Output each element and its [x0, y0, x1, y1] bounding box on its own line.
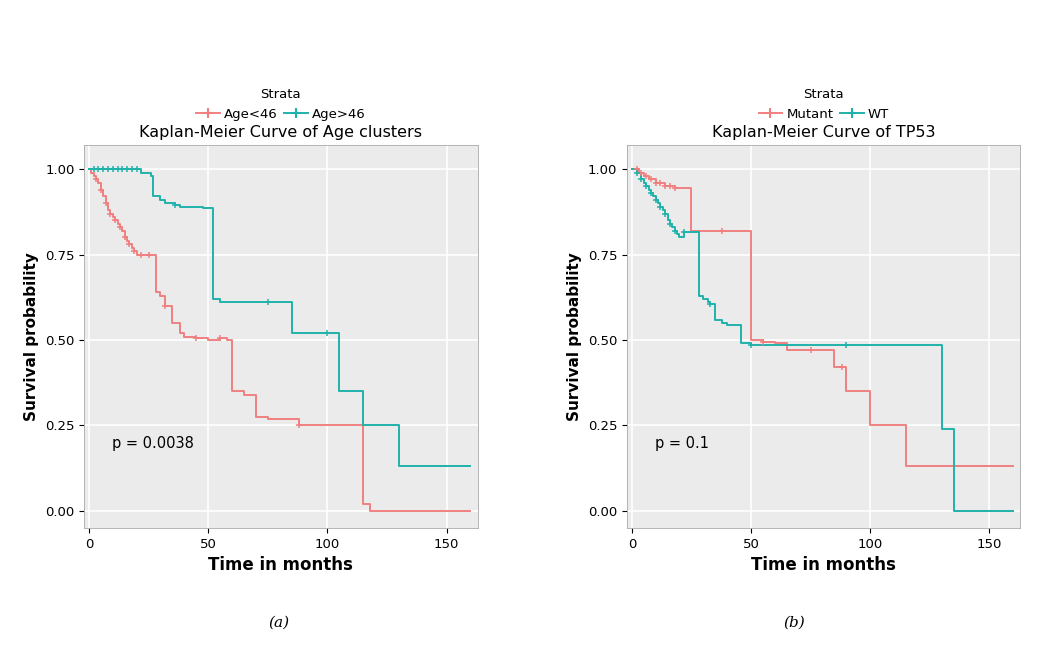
Text: (b): (b)	[784, 616, 805, 630]
Legend: Mutant, WT: Mutant, WT	[753, 83, 894, 126]
Legend: Age<46, Age>46: Age<46, Age>46	[190, 83, 371, 126]
Title: Kaplan-Meier Curve of Age clusters: Kaplan-Meier Curve of Age clusters	[139, 125, 422, 140]
Y-axis label: Survival probability: Survival probability	[567, 252, 582, 421]
X-axis label: Time in months: Time in months	[208, 556, 353, 574]
Text: p = 0.1: p = 0.1	[654, 436, 709, 451]
Y-axis label: Survival probability: Survival probability	[24, 252, 39, 421]
Text: (a): (a)	[268, 616, 289, 630]
Title: Kaplan-Meier Curve of TP53: Kaplan-Meier Curve of TP53	[712, 125, 935, 140]
Text: p = 0.0038: p = 0.0038	[112, 436, 194, 451]
X-axis label: Time in months: Time in months	[751, 556, 896, 574]
